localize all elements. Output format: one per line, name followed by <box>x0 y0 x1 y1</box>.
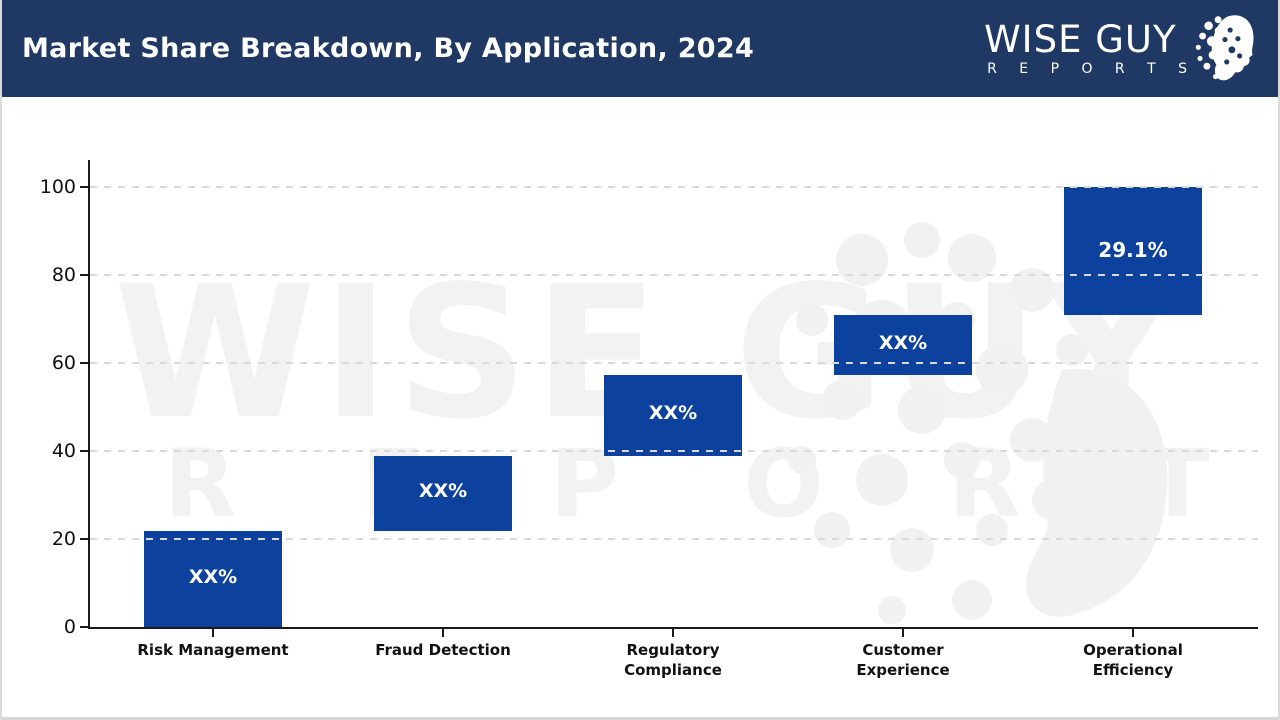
x-tickmark-1 <box>442 629 444 637</box>
category-label-line: Risk Management <box>137 641 289 659</box>
category-label-2: Regulatory Compliance <box>578 640 768 680</box>
bar-3 <box>834 315 972 375</box>
bar-value-label-1: XX% <box>418 480 468 503</box>
category-label-line: Regulatory <box>626 641 720 659</box>
logo-face-icon <box>1195 14 1254 80</box>
x-tickmark-3 <box>902 629 904 637</box>
y-tick-label-0: 0 <box>63 616 76 638</box>
bar-value-label-4: 29.1% <box>1098 238 1168 263</box>
bar-value-label-2: XX% <box>648 402 698 425</box>
gridline-100 <box>90 186 1258 188</box>
x-tickmark-4 <box>1132 629 1134 637</box>
gridline-60 <box>90 362 1258 364</box>
y-tickmark-20 <box>80 538 88 540</box>
bar-value-label-0: XX% <box>188 566 238 589</box>
category-label-line: Experience <box>856 661 950 679</box>
y-tickmark-0 <box>80 626 88 628</box>
page-title: Market Share Breakdown, By Application, … <box>22 33 755 64</box>
y-tick-label-40: 40 <box>51 440 76 462</box>
y-axis-line <box>88 160 90 629</box>
category-label-4: Operational Efficiency <box>1038 640 1228 680</box>
gridline-80 <box>90 274 1258 276</box>
y-tick-label-80: 80 <box>51 264 76 286</box>
logo-subtitle: R E P O R T S <box>987 60 1196 77</box>
y-tickmark-40 <box>80 450 88 452</box>
y-tick-label-20: 20 <box>51 528 76 550</box>
y-tickmark-80 <box>80 274 88 276</box>
bar-value-label-3: XX% <box>878 331 928 354</box>
header-bar: Market Share Breakdown, By Application, … <box>2 0 1278 97</box>
x-tickmark-0 <box>212 629 214 637</box>
x-axis-line <box>88 627 1258 629</box>
category-label-line: Compliance <box>624 661 722 679</box>
category-label-line: Operational <box>1083 641 1183 659</box>
category-label-line: Fraud Detection <box>375 641 511 659</box>
y-tick-label-60: 60 <box>51 352 76 374</box>
bar-4 <box>1064 187 1202 316</box>
logo-wordmark: WISE GUY <box>984 17 1177 61</box>
bar-0 <box>144 531 282 627</box>
brand-logo-text: WISE GUY R E P O R T S <box>984 17 1196 77</box>
y-tick-label-100: 100 <box>39 176 76 198</box>
x-tickmark-2 <box>672 629 674 637</box>
y-tickmark-100 <box>80 186 88 188</box>
bar-2 <box>604 374 742 456</box>
category-label-1: Fraud Detection <box>348 640 538 660</box>
category-label-line: Customer <box>862 641 944 659</box>
gridline-40 <box>90 450 1258 452</box>
bar-1 <box>374 455 512 532</box>
category-label-0: Risk Management <box>118 640 308 660</box>
y-tickmark-60 <box>80 362 88 364</box>
gridline-20 <box>90 538 1258 540</box>
category-label-3: Customer Experience <box>808 640 998 680</box>
brand-logo: WISE GUY R E P O R T S <box>984 11 1256 87</box>
category-label-line: Efficiency <box>1092 661 1174 679</box>
